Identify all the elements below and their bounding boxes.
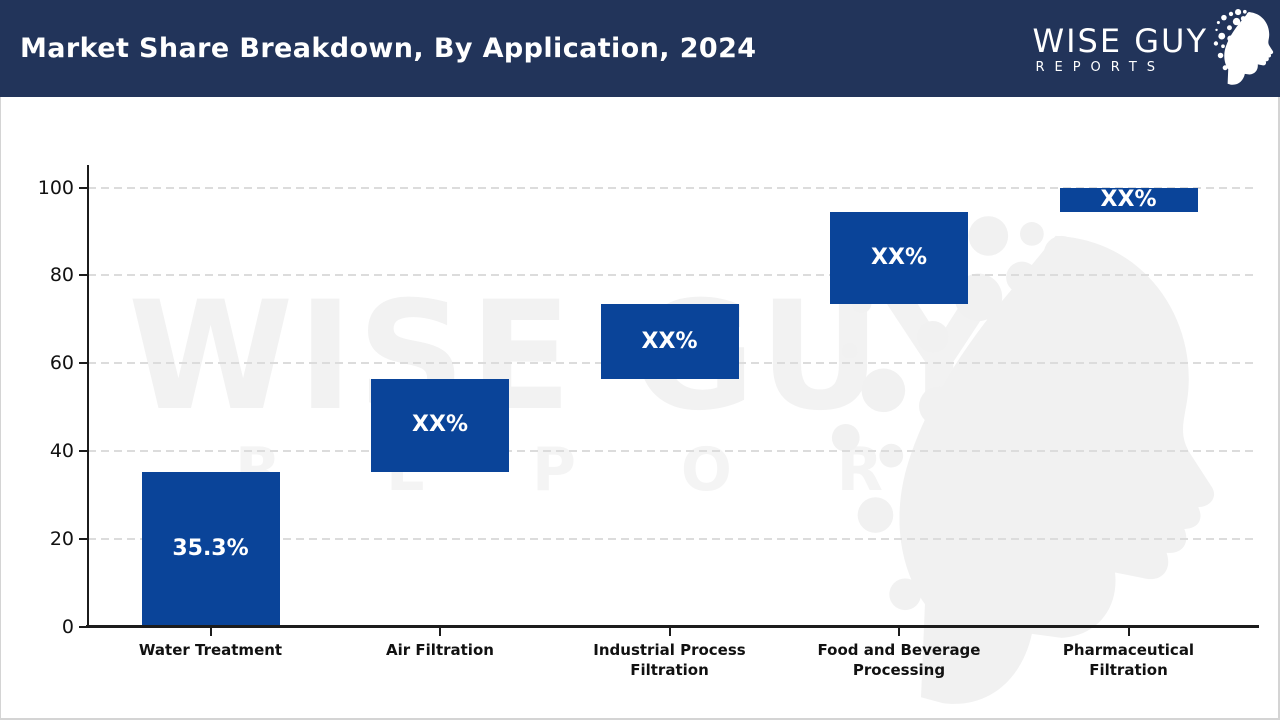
y-axis-line <box>87 165 89 627</box>
logo-wordmark: WISE GUY <box>1032 21 1208 60</box>
bar-value-label: XX% <box>871 245 927 271</box>
x-tick-label-0: Water Treatment <box>138 641 283 659</box>
bar-value-label: XX% <box>412 412 468 438</box>
y-tick-20 <box>79 538 87 541</box>
logo-head-profile-dots-icon <box>1212 9 1274 89</box>
gridline-80 <box>88 274 1258 277</box>
logo-text: WISE GUY REPORTS <box>1032 25 1208 74</box>
bar-pharmaceutical-filtration: XX% <box>1059 186 1198 212</box>
y-tick-label-40: 40 <box>49 440 74 463</box>
y-tick-80 <box>79 274 87 277</box>
x-tick-label-2: Industrial Process Filtration <box>593 641 746 679</box>
bar-water-treatment: 35.3% <box>141 471 280 627</box>
y-tick-label-100: 100 <box>37 176 74 199</box>
x-tick-1 <box>439 628 441 636</box>
gridline-20 <box>88 538 1258 541</box>
bar-food-and-beverage-processing: XX% <box>830 211 968 305</box>
bar-air-filtration: XX% <box>371 378 509 472</box>
x-tick-label-3: Food and Beverage Processing <box>817 641 981 679</box>
frame-border-bottom <box>0 718 1280 720</box>
x-tick-label-4: Pharmaceutical Filtration <box>1062 641 1195 679</box>
x-tick-label-1: Air Filtration <box>386 641 494 659</box>
header-bar: Market Share Breakdown, By Application, … <box>0 0 1280 97</box>
y-tick-60 <box>79 362 87 365</box>
x-tick-4 <box>1127 628 1130 636</box>
y-tick-100 <box>79 186 87 189</box>
frame-border-right <box>1278 97 1280 720</box>
x-tick-0 <box>209 628 212 636</box>
wiseguy-logo: WISE GUY REPORTS <box>1032 4 1274 94</box>
x-tick-3 <box>898 628 900 636</box>
y-tick-label-0: 0 <box>61 616 74 638</box>
bar-value-label: XX% <box>1100 186 1157 212</box>
y-tick-0 <box>79 626 87 628</box>
frame-border-left <box>0 97 1 720</box>
x-tick-2 <box>668 628 671 636</box>
bar-value-label: 35.3% <box>172 536 249 562</box>
y-tick-label-20: 20 <box>49 528 74 551</box>
y-tick-label-80: 80 <box>49 264 74 287</box>
logo-subtext: REPORTS <box>1035 59 1166 75</box>
bar-industrial-process-filtration: XX% <box>600 304 739 379</box>
bar-value-label: XX% <box>641 328 698 354</box>
y-tick-label-60: 60 <box>49 352 74 375</box>
x-axis-line <box>86 625 1259 628</box>
page-title: Market Share Breakdown, By Application, … <box>20 33 757 64</box>
gridline-40 <box>88 450 1258 453</box>
y-tick-40 <box>79 450 87 453</box>
gridline-100 <box>88 186 1258 189</box>
